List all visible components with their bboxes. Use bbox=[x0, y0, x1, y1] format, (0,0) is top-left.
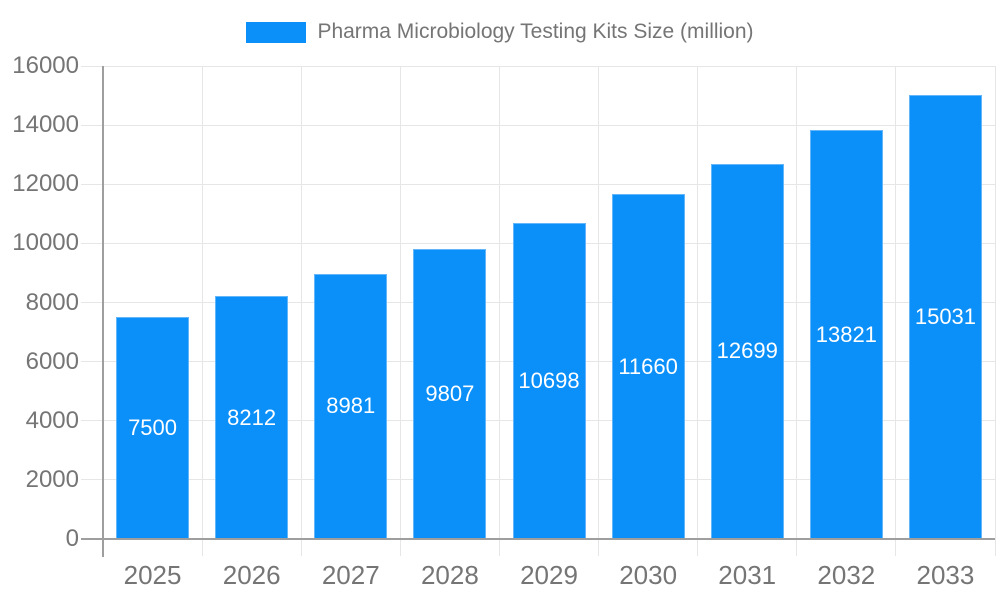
y-axis-tick-label: 14000 bbox=[12, 111, 79, 139]
y-gridline bbox=[81, 183, 995, 185]
y-axis-tick-label: 16000 bbox=[12, 52, 79, 79]
bar-2029[interactable]: 10698 bbox=[512, 222, 586, 539]
bar-2033[interactable]: 15031 bbox=[908, 94, 982, 539]
x-gridline bbox=[498, 66, 500, 556]
x-gridline bbox=[399, 66, 401, 556]
bar-value-label: 13821 bbox=[815, 321, 877, 347]
legend-series-label: Pharma Microbiology Testing Kits Size (m… bbox=[317, 20, 754, 43]
y-axis-tick-label: 10000 bbox=[12, 229, 79, 257]
x-axis-tick-label: 2033 bbox=[916, 560, 975, 590]
bar-value-label: 15031 bbox=[914, 303, 977, 329]
bar-2032[interactable]: 13821 bbox=[809, 130, 883, 539]
chart-legend: Pharma Microbiology Testing Kits Size (m… bbox=[0, 20, 1000, 44]
y-axis-line bbox=[102, 66, 104, 557]
x-gridline bbox=[201, 66, 203, 556]
x-gridline bbox=[994, 66, 996, 556]
x-axis-tick-label: 2025 bbox=[123, 560, 182, 590]
y-axis-tick-label: 4000 bbox=[25, 406, 79, 434]
y-axis-tick-label: 12000 bbox=[12, 170, 79, 198]
bar-2030[interactable]: 11660 bbox=[611, 194, 685, 539]
x-axis-tick-label: 2032 bbox=[817, 560, 876, 590]
x-axis-tick-label: 2031 bbox=[718, 560, 777, 590]
bar-value-label: 7500 bbox=[128, 415, 178, 441]
y-axis-tick-label: 0 bbox=[65, 525, 79, 552]
x-axis-tick-label: 2029 bbox=[520, 560, 578, 590]
x-axis-tick-label: 2028 bbox=[420, 560, 479, 590]
x-axis-tick-label: 2026 bbox=[222, 560, 281, 590]
x-gridline bbox=[598, 66, 600, 556]
bar-value-label: 9807 bbox=[425, 381, 475, 407]
legend-color-swatch bbox=[246, 21, 307, 43]
bar-value-label: 11660 bbox=[618, 353, 678, 379]
bar-2026[interactable]: 8212 bbox=[215, 296, 289, 539]
x-gridline bbox=[697, 66, 699, 556]
bar-value-label: 12699 bbox=[716, 338, 778, 364]
y-axis-tick-label: 8000 bbox=[25, 288, 79, 316]
bar-value-label: 10698 bbox=[518, 367, 580, 393]
plot-area: 7500 8212 8981 9807 10698 11660 12699 13821 1503… bbox=[81, 65, 996, 557]
x-axis-tick-label: 2030 bbox=[619, 560, 678, 590]
y-axis-tick-label: 2000 bbox=[25, 465, 79, 493]
y-gridline bbox=[81, 124, 995, 126]
bar-2027[interactable]: 8981 bbox=[314, 273, 388, 539]
bar-2031[interactable]: 12699 bbox=[710, 163, 784, 539]
x-gridline bbox=[895, 66, 897, 556]
y-gridline bbox=[81, 65, 995, 67]
x-gridline bbox=[300, 66, 302, 556]
bar-2028[interactable]: 9807 bbox=[413, 249, 487, 539]
x-gridline bbox=[796, 66, 798, 556]
x-axis-line bbox=[81, 538, 995, 540]
y-axis-tick-label: 6000 bbox=[25, 347, 79, 375]
x-axis-tick-label: 2027 bbox=[321, 560, 380, 590]
bar-value-label: 8981 bbox=[326, 393, 376, 419]
bar-value-label: 8212 bbox=[227, 404, 277, 430]
bar-2025[interactable]: 7500 bbox=[116, 317, 190, 539]
